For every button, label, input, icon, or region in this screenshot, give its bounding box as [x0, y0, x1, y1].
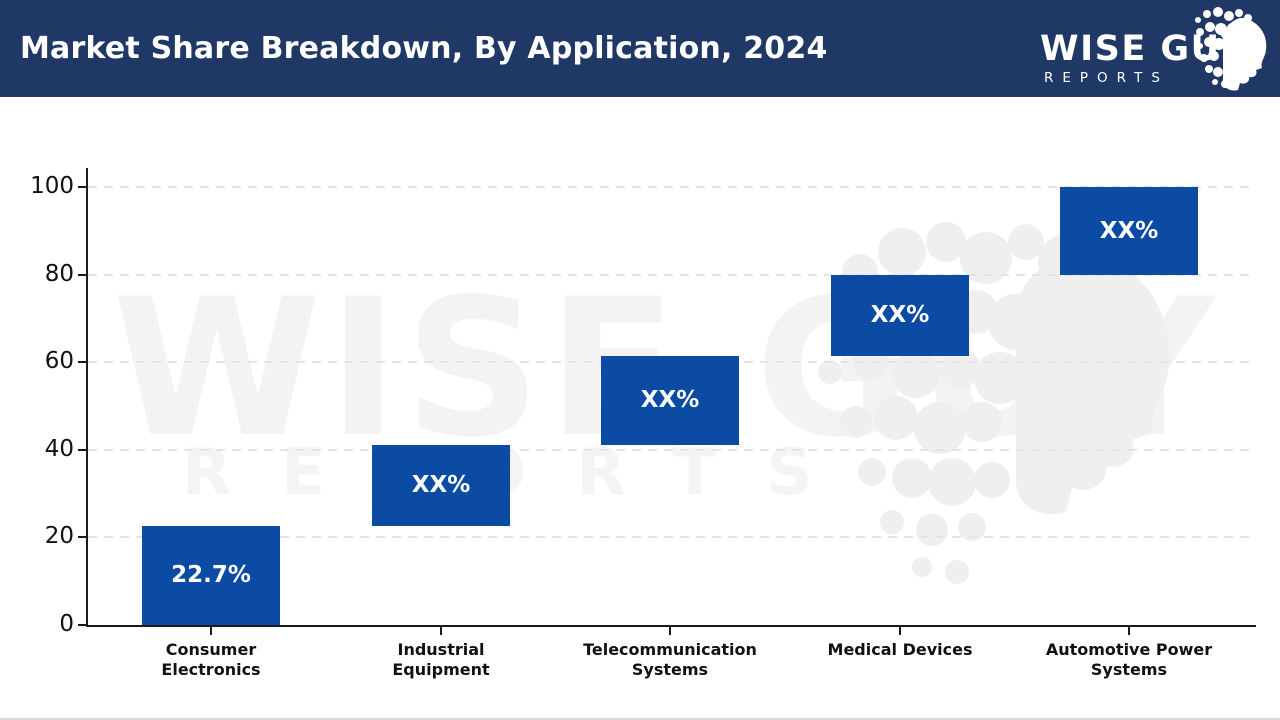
bar-value-label: XX%	[640, 387, 700, 414]
bar-value-label: 22.7%	[171, 562, 251, 589]
y-axis-label: 80	[44, 260, 74, 287]
y-tick	[78, 448, 86, 451]
wise-guy-reports-logo: WISE GUY REPORTS	[1040, 7, 1267, 91]
logo-text-top: WISE GUY	[1040, 29, 1247, 69]
logo-text-bottom: REPORTS	[1044, 70, 1169, 86]
x-axis-category-label: Telecommunication Systems	[583, 640, 757, 679]
bar-segment: XX%	[831, 274, 969, 357]
y-axis-label: 60	[44, 348, 74, 375]
bar-segment: XX%	[372, 444, 510, 526]
x-axis-category-label: Industrial Equipment	[392, 640, 490, 679]
x-tick	[669, 627, 671, 635]
bar-segment: 22.7%	[142, 525, 280, 625]
header-bar: Market Share Breakdown, By Application, …	[0, 0, 1280, 97]
bar-value-label: XX%	[411, 472, 471, 499]
bottom-border-line	[0, 718, 1280, 720]
y-tick	[78, 536, 86, 539]
x-tick	[899, 627, 901, 635]
y-tick	[78, 273, 86, 276]
x-axis-category-label: Automotive Power Systems	[1045, 640, 1213, 679]
bar-segment: XX%	[601, 356, 739, 445]
y-tick	[78, 186, 86, 188]
gridline	[88, 536, 1256, 539]
gridline	[88, 448, 1256, 451]
x-tick	[1128, 627, 1130, 635]
x-axis-category-label: Consumer Electronics	[161, 640, 261, 679]
y-axis-line	[86, 168, 88, 627]
logo-head-icon	[1195, 7, 1267, 91]
y-axis-label: 0	[59, 611, 74, 637]
y-axis-label: 40	[44, 435, 74, 462]
y-axis-label: 20	[44, 523, 74, 550]
x-tick	[210, 627, 212, 635]
x-tick	[440, 627, 442, 635]
gridline	[88, 186, 1256, 188]
chart-title: Market Share Breakdown, By Application, …	[20, 31, 828, 66]
x-axis-line	[86, 625, 1256, 627]
bar-segment: XX%	[1060, 187, 1198, 275]
gridline	[88, 273, 1256, 276]
y-axis-label: 100	[30, 173, 74, 199]
bar-value-label: XX%	[1099, 217, 1159, 244]
x-axis-category-label: Medical Devices	[827, 640, 973, 659]
y-tick	[78, 361, 86, 364]
bar-value-label: XX%	[870, 302, 930, 329]
y-tick	[78, 624, 86, 626]
